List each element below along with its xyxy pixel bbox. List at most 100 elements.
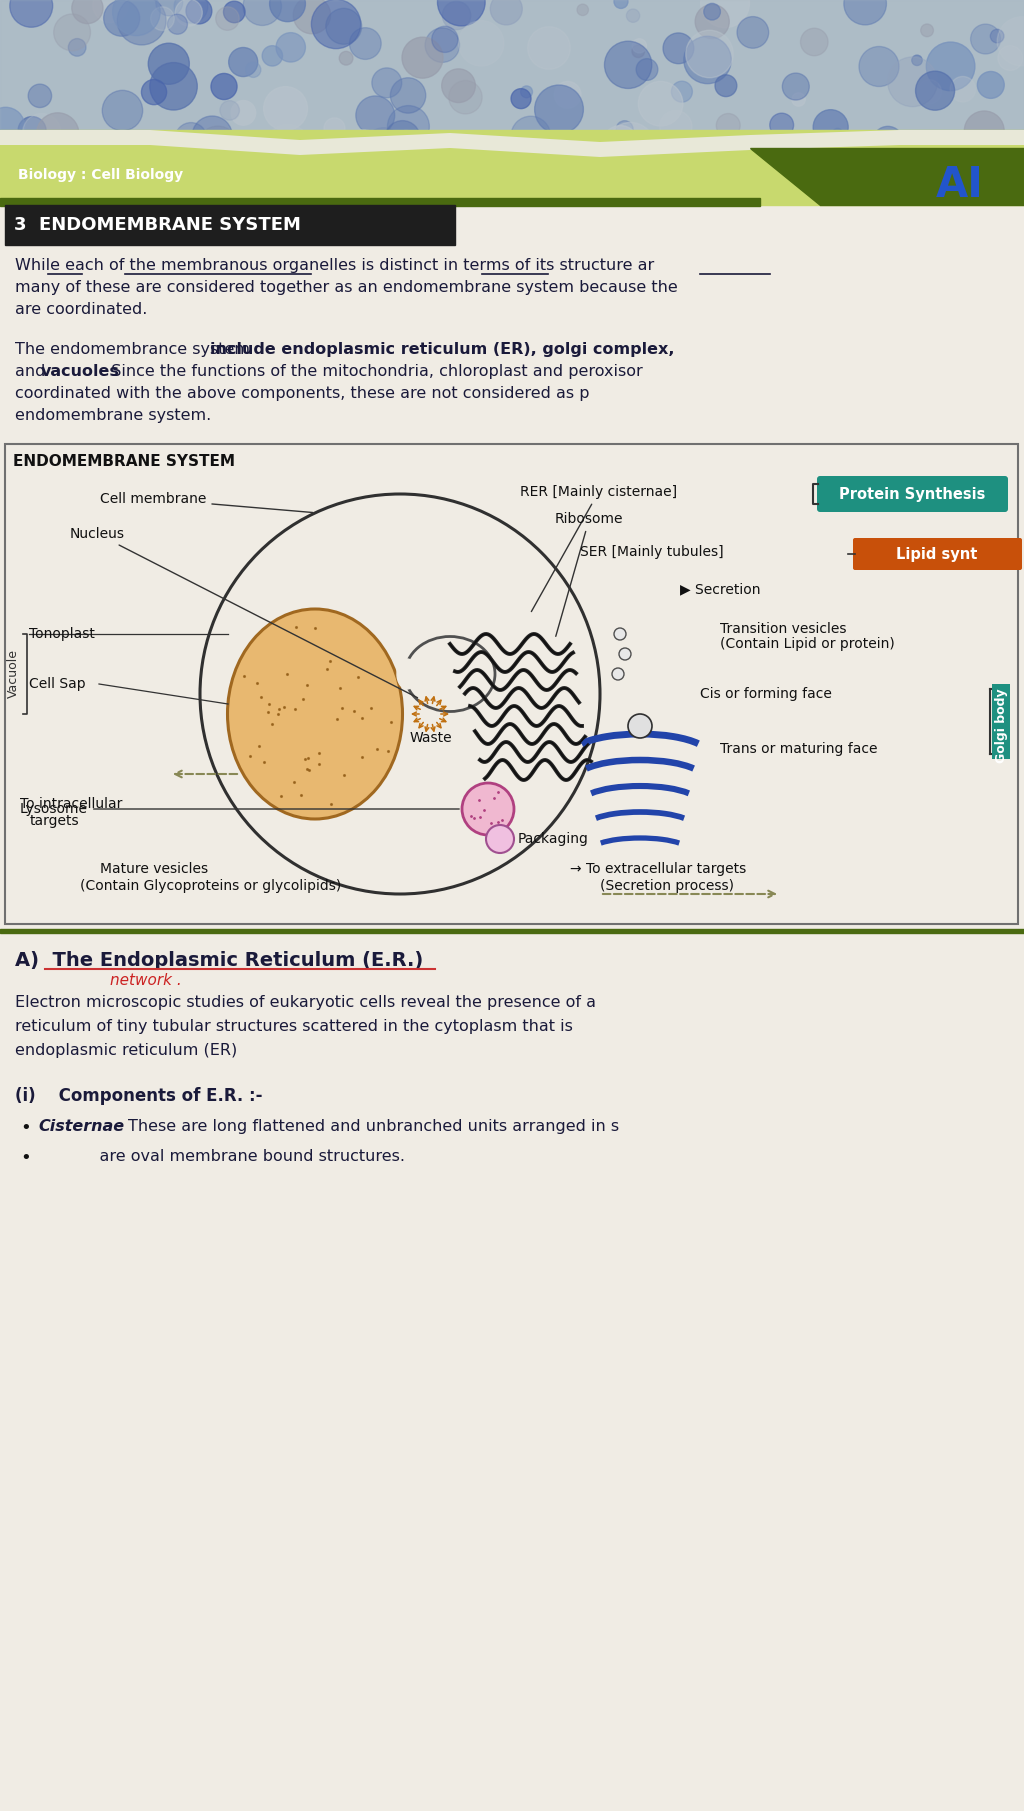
FancyBboxPatch shape: [817, 476, 1008, 513]
Text: endomembrane system.: endomembrane system.: [15, 407, 211, 424]
Bar: [992, 685, 1010, 759]
Text: Cis or forming face: Cis or forming face: [700, 686, 831, 701]
FancyBboxPatch shape: [853, 538, 1022, 570]
Circle shape: [486, 826, 514, 853]
Circle shape: [632, 38, 646, 53]
Circle shape: [69, 38, 86, 56]
Circle shape: [636, 58, 657, 80]
Circle shape: [437, 0, 485, 25]
Circle shape: [37, 112, 79, 156]
Circle shape: [10, 0, 52, 27]
Circle shape: [150, 63, 198, 110]
Circle shape: [170, 127, 205, 163]
Circle shape: [833, 129, 843, 139]
Circle shape: [511, 116, 551, 156]
Circle shape: [23, 114, 60, 152]
Circle shape: [53, 14, 90, 51]
Circle shape: [801, 29, 828, 56]
Text: are coordinated.: are coordinated.: [15, 302, 147, 317]
Circle shape: [269, 0, 305, 22]
Circle shape: [385, 121, 420, 156]
Circle shape: [997, 16, 1024, 65]
Circle shape: [921, 24, 934, 36]
Bar: [0, 130, 1024, 205]
Circle shape: [511, 89, 531, 109]
Circle shape: [0, 107, 25, 145]
Circle shape: [311, 0, 360, 49]
Circle shape: [223, 145, 234, 154]
Circle shape: [113, 0, 160, 36]
Polygon shape: [750, 149, 1024, 205]
Circle shape: [103, 0, 139, 36]
Text: (Contain Glycoproteins or glycolipids): (Contain Glycoproteins or glycolipids): [80, 878, 341, 893]
Circle shape: [684, 36, 731, 83]
Circle shape: [228, 47, 258, 76]
Circle shape: [844, 0, 887, 25]
Circle shape: [102, 91, 142, 130]
Circle shape: [246, 62, 261, 78]
Text: vacuoles: vacuoles: [41, 364, 120, 378]
Circle shape: [872, 127, 903, 158]
Circle shape: [782, 72, 809, 100]
Text: - These are long flattened and unbranched units arranged in s: - These are long flattened and unbranche…: [112, 1119, 620, 1134]
Circle shape: [686, 31, 733, 78]
Text: (Contain Lipid or protein): (Contain Lipid or protein): [720, 637, 895, 650]
Circle shape: [462, 782, 514, 835]
Circle shape: [168, 14, 187, 34]
Circle shape: [998, 45, 1023, 71]
Text: SER [Mainly tubules]: SER [Mainly tubules]: [580, 545, 724, 560]
Circle shape: [387, 105, 429, 147]
Text: (Secretion process): (Secretion process): [600, 878, 734, 893]
Circle shape: [293, 0, 331, 34]
Text: reticulum of tiny tubular structures scattered in the cytoplasm that is: reticulum of tiny tubular structures sca…: [15, 1020, 572, 1034]
Text: Cell membrane: Cell membrane: [100, 493, 312, 513]
Text: targets: targets: [30, 813, 80, 828]
Circle shape: [442, 2, 471, 29]
Circle shape: [186, 0, 212, 24]
Circle shape: [223, 2, 245, 24]
Bar: [5, 444, 1018, 924]
Text: endoplasmic reticulum (ER): endoplasmic reticulum (ER): [15, 1043, 238, 1058]
Text: Lysosome: Lysosome: [20, 802, 459, 817]
Circle shape: [349, 27, 381, 60]
Circle shape: [918, 80, 941, 103]
Circle shape: [703, 4, 721, 20]
Circle shape: [614, 628, 626, 639]
Circle shape: [1, 130, 31, 159]
Circle shape: [663, 33, 694, 63]
Text: Cell Sap: Cell Sap: [29, 677, 86, 692]
Text: Golgi body: Golgi body: [995, 688, 1009, 762]
Text: Packaging: Packaging: [518, 831, 589, 846]
Text: The endomembrance system: The endomembrance system: [15, 342, 255, 357]
Circle shape: [737, 16, 769, 49]
Circle shape: [193, 116, 232, 156]
Text: Transition vesicles: Transition vesicles: [720, 621, 847, 636]
Bar: [0, 0, 1024, 156]
Ellipse shape: [227, 608, 402, 819]
Circle shape: [628, 714, 652, 739]
Circle shape: [792, 92, 805, 107]
Circle shape: [614, 0, 628, 9]
Circle shape: [888, 56, 937, 107]
Circle shape: [927, 42, 975, 91]
Circle shape: [950, 76, 976, 101]
Ellipse shape: [397, 659, 417, 688]
Polygon shape: [0, 130, 1024, 158]
Circle shape: [965, 110, 1005, 150]
Circle shape: [390, 78, 426, 112]
Circle shape: [535, 85, 584, 134]
Text: To intracellular: To intracellular: [20, 797, 123, 811]
Circle shape: [715, 74, 737, 96]
Circle shape: [156, 0, 182, 16]
Text: AI: AI: [936, 165, 984, 206]
Text: Mature vesicles: Mature vesicles: [100, 862, 208, 877]
Text: are oval membrane bound structures.: are oval membrane bound structures.: [38, 1148, 406, 1164]
Circle shape: [459, 20, 504, 65]
Circle shape: [243, 0, 282, 25]
Circle shape: [175, 0, 203, 25]
Circle shape: [339, 51, 353, 65]
Text: Biology : Cell Biology: Biology : Cell Biology: [18, 168, 183, 181]
Circle shape: [770, 112, 794, 138]
Circle shape: [324, 118, 345, 139]
Text: Ribosome: Ribosome: [555, 513, 624, 636]
